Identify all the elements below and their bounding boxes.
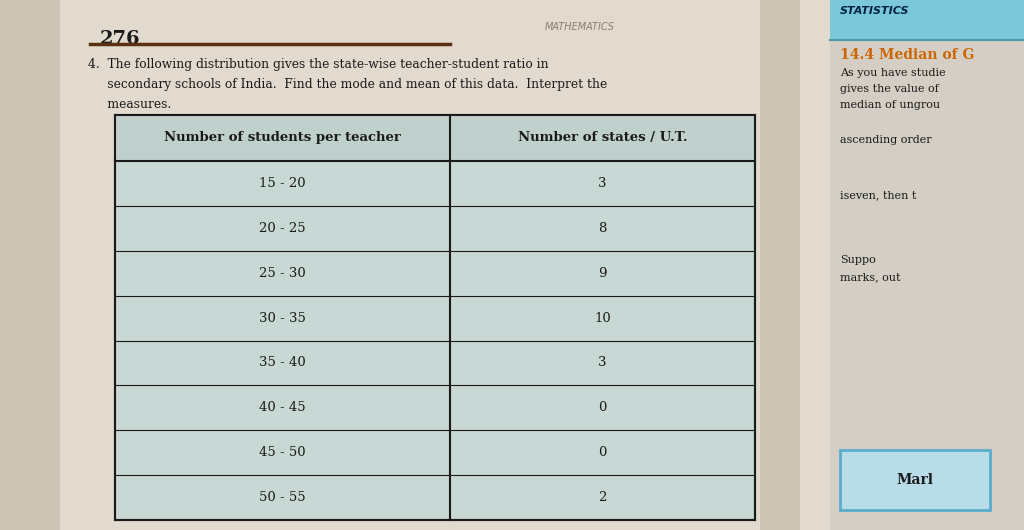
Text: 3: 3	[598, 357, 607, 369]
Text: 14.4 Median of G: 14.4 Median of G	[840, 48, 975, 62]
Text: Marl: Marl	[896, 473, 934, 487]
Text: 25 - 30: 25 - 30	[259, 267, 306, 280]
Text: 4.  The following distribution gives the state-wise teacher-student ratio in: 4. The following distribution gives the …	[88, 58, 549, 71]
Text: 15 - 20: 15 - 20	[259, 177, 306, 190]
Text: STATISTICS: STATISTICS	[840, 6, 909, 16]
Text: MATHEMATICS: MATHEMATICS	[545, 22, 615, 32]
Text: marks, out: marks, out	[840, 272, 900, 282]
Bar	[115, 115, 755, 161]
Text: 30 - 35: 30 - 35	[259, 312, 306, 324]
Text: Number of students per teacher: Number of students per teacher	[164, 131, 401, 145]
Bar	[0, 0, 60, 530]
Bar	[760, 0, 800, 530]
Text: As you have studie: As you have studie	[840, 68, 945, 78]
Text: 10: 10	[594, 312, 611, 324]
Text: 2: 2	[598, 491, 606, 504]
Text: ascending order: ascending order	[840, 135, 932, 145]
Text: 8: 8	[598, 222, 606, 235]
Bar	[830, 0, 1024, 40]
Bar	[830, 0, 1024, 530]
Text: 45 - 50: 45 - 50	[259, 446, 306, 459]
Text: 35 - 40: 35 - 40	[259, 357, 306, 369]
Text: 9: 9	[598, 267, 607, 280]
Text: 50 - 55: 50 - 55	[259, 491, 306, 504]
Text: 0: 0	[598, 401, 606, 414]
Text: 40 - 45: 40 - 45	[259, 401, 306, 414]
Text: 276: 276	[100, 30, 140, 48]
Text: 20 - 25: 20 - 25	[259, 222, 306, 235]
Text: secondary schools of India.  Find the mode and mean of this data.  Interpret the: secondary schools of India. Find the mod…	[88, 78, 607, 91]
Bar	[840, 450, 990, 510]
Text: iseven, then t: iseven, then t	[840, 190, 916, 200]
Bar	[115, 115, 755, 520]
Text: median of ungrou: median of ungrou	[840, 100, 940, 110]
Text: 0: 0	[598, 446, 606, 459]
Bar	[0, 0, 830, 530]
Text: 3: 3	[598, 177, 607, 190]
Text: gives the value of: gives the value of	[840, 84, 939, 94]
Text: Number of states / U.T.: Number of states / U.T.	[518, 131, 687, 145]
Text: Suppo: Suppo	[840, 255, 876, 265]
Text: measures.: measures.	[88, 98, 171, 111]
